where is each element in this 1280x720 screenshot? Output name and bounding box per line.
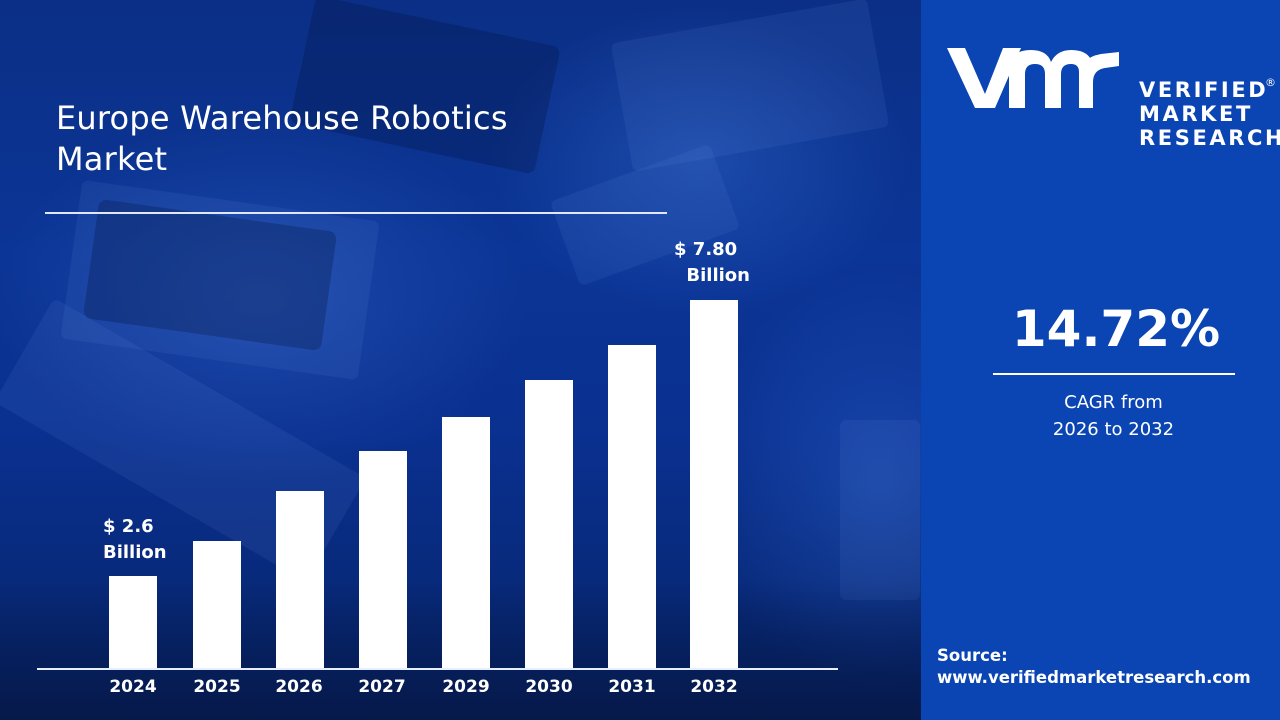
cagr-value: 14.72%: [1011, 300, 1221, 358]
registered-mark: ®: [1265, 76, 1276, 89]
start-unit: Billion: [103, 542, 167, 563]
summary-panel: VERIFIED MARKET RESEARCH ® 14.72% CAGR f…: [921, 0, 1280, 720]
source-label: Source:: [937, 646, 1008, 665]
end-value-annotation: $ 7.80 Billion: [674, 237, 750, 289]
bar-2031: [608, 345, 656, 669]
chart-title-line2: Market: [56, 140, 168, 178]
bar-2027: [359, 451, 407, 669]
bar-2026: [276, 491, 324, 669]
chart-panel: Europe Warehouse Robotics Market 2024 20…: [0, 0, 921, 720]
bar-2030: [525, 380, 573, 669]
background-decoration: [840, 420, 920, 600]
start-value: $ 2.6: [103, 516, 154, 537]
bar-2029: [442, 417, 490, 669]
start-value-annotation: $ 2.6 Billion: [103, 514, 167, 566]
x-tick-label: 2029: [442, 677, 490, 697]
cagr-label-line2: 2026 to 2032: [1052, 419, 1175, 440]
x-tick-label: 2027: [358, 677, 406, 697]
cagr-label-line1: CAGR from: [1064, 392, 1163, 413]
chart-title: Europe Warehouse Robotics Market: [56, 98, 656, 180]
x-tick-label: 2030: [525, 677, 573, 697]
bar-chart: 2024 2025 2026 2027 2029 2030 2031 2032 …: [37, 237, 838, 697]
bar-2025: [193, 541, 241, 669]
title-divider: [45, 212, 667, 214]
vmr-logo-icon: [947, 48, 1119, 108]
source-url[interactable]: www.verifiedmarketresearch.com: [937, 668, 1251, 687]
brand-line1: VERIFIED: [1139, 78, 1269, 102]
x-tick-label: 2031: [608, 677, 656, 697]
vmr-logo: VERIFIED MARKET RESEARCH ®: [943, 38, 1280, 150]
cagr-label: CAGR from 2026 to 2032: [991, 389, 1236, 443]
end-unit: Billion: [686, 265, 750, 286]
x-tick-label: 2024: [109, 677, 157, 697]
x-tick-label: 2025: [193, 677, 241, 697]
x-axis-baseline: [37, 668, 838, 670]
bar-2024: [109, 576, 157, 669]
brand-line3: RESEARCH: [1139, 126, 1280, 150]
end-value: $ 7.80: [674, 239, 738, 260]
source-credit: Source: www.verifiedmarketresearch.com: [937, 645, 1251, 689]
cagr-divider: [993, 373, 1235, 375]
chart-title-line1: Europe Warehouse Robotics: [56, 99, 508, 137]
x-tick-label: 2026: [275, 677, 323, 697]
bar-2032: [690, 300, 738, 669]
brand-line2: MARKET: [1139, 102, 1253, 126]
x-tick-label: 2032: [690, 677, 738, 697]
brand-name: VERIFIED MARKET RESEARCH: [1139, 78, 1280, 150]
